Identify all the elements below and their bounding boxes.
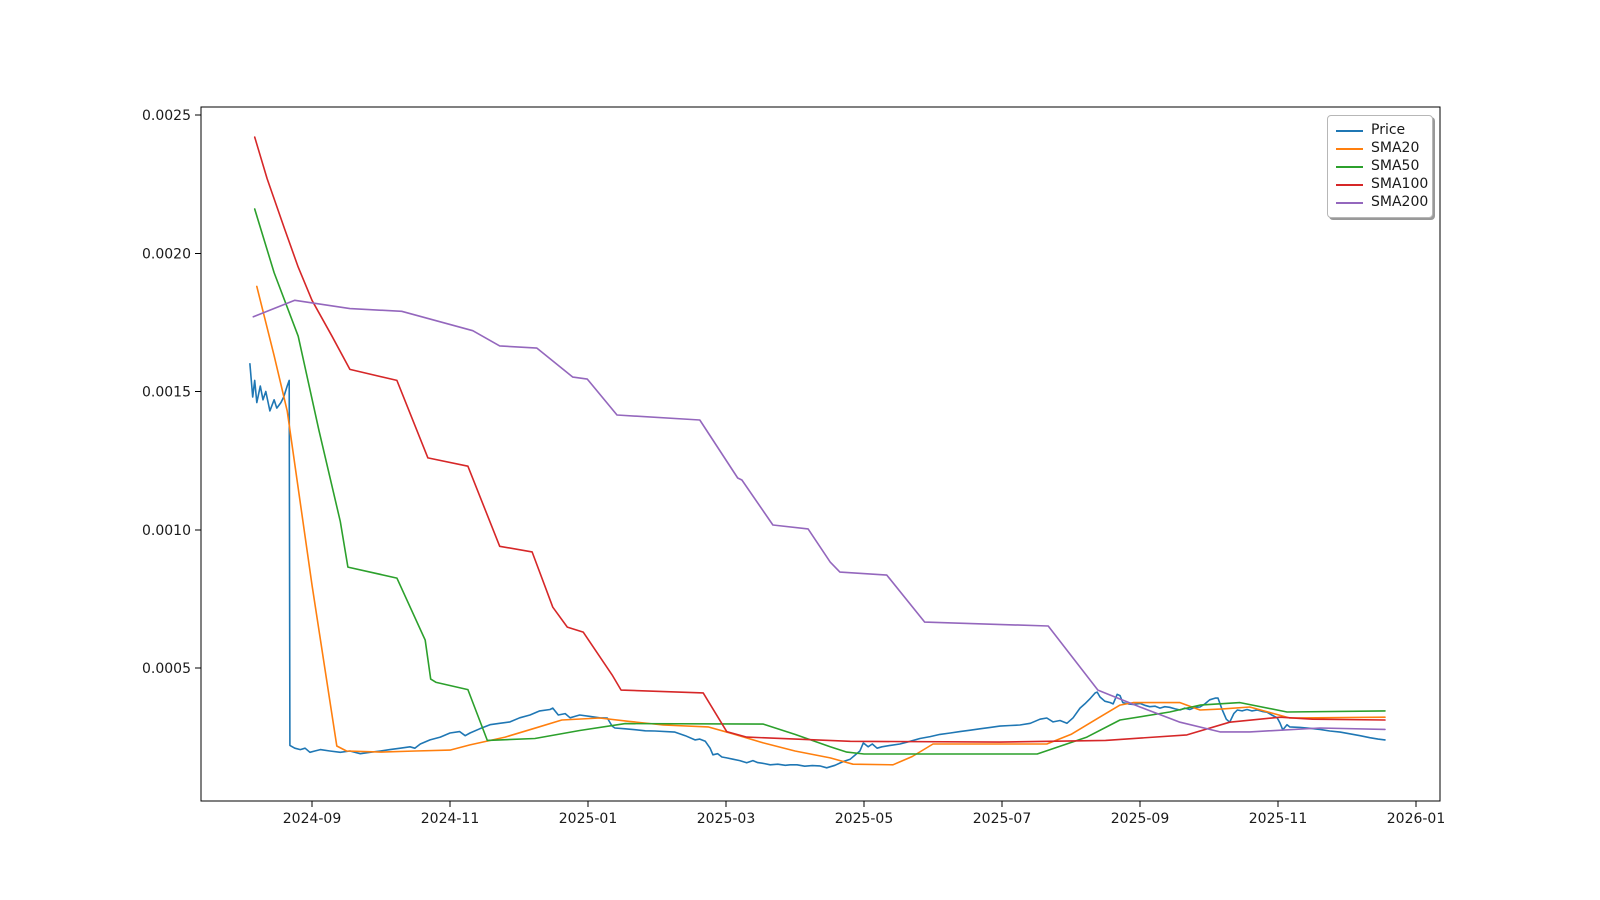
y-tick-label: 0.0020 (142, 246, 191, 262)
legend-label: SMA50 (1371, 158, 1420, 174)
legend-entry: SMA100 (1336, 176, 1428, 193)
legend-entry: SMA20 (1336, 140, 1424, 157)
series-line-sma100 (253, 136, 1386, 743)
x-tick-label: 2024-09 (283, 811, 342, 827)
x-tick-label: 2024-11 (421, 811, 480, 827)
legend-entry: Price (1336, 122, 1424, 139)
legend-swatch (1336, 129, 1363, 132)
legend-entry: SMA50 (1336, 158, 1424, 175)
legend-label: SMA200 (1371, 194, 1429, 210)
x-tick-label: 2025-11 (1249, 811, 1308, 827)
x-tick-label: 2025-05 (835, 811, 894, 827)
x-tick-label: 2025-03 (697, 811, 756, 827)
legend-label: Price (1371, 122, 1406, 138)
legend-swatch (1336, 201, 1363, 204)
x-tick-label: 2025-09 (1111, 811, 1170, 827)
x-tick-label: 2025-01 (559, 811, 618, 827)
legend-swatch (1336, 183, 1363, 186)
legend: Price SMA20 SMA50 SMA100 SMA200 (1327, 115, 1433, 218)
series-line-sma50 (253, 208, 1386, 755)
legend-swatch (1336, 165, 1363, 168)
plot-area-border (200, 106, 1441, 802)
y-tick-label: 0.0010 (142, 523, 191, 539)
x-tick-label: 2025-07 (973, 811, 1032, 827)
legend-label: SMA20 (1371, 140, 1420, 156)
x-tick-label: 2026-01 (1387, 811, 1446, 827)
legend-swatch (1336, 147, 1363, 150)
legend-entry: SMA200 (1336, 194, 1428, 211)
y-tick-label: 0.0005 (142, 661, 191, 677)
series-line-sma20 (255, 285, 1386, 766)
legend-label: SMA100 (1371, 176, 1429, 192)
y-tick-label: 0.0015 (142, 385, 191, 401)
y-tick-label: 0.0025 (142, 108, 191, 124)
series-line-sma200 (252, 299, 1386, 733)
